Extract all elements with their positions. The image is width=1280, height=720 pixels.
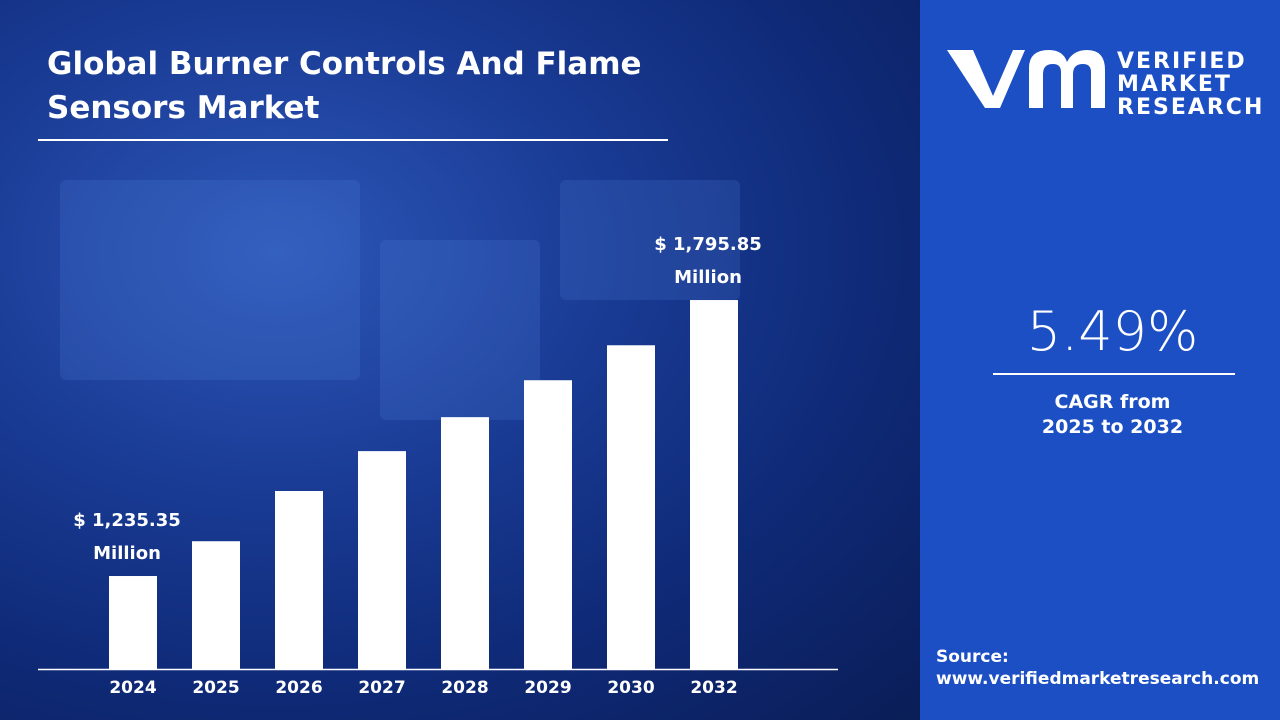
bar-2029 xyxy=(524,380,572,669)
background-decoration xyxy=(380,240,540,420)
bar-2030 xyxy=(607,345,655,669)
bar-2025 xyxy=(192,541,240,669)
svg-text:MARKET: MARKET xyxy=(1117,72,1232,97)
background-decoration xyxy=(60,180,360,380)
x-tick-label: 2028 xyxy=(441,678,488,698)
cagr-divider xyxy=(993,373,1235,375)
bar-2028 xyxy=(441,417,489,669)
cagr-label-line2: 2025 to 2032 xyxy=(1041,416,1184,438)
vmr-logo: VERIFIED MARKET RESEARCH xyxy=(945,38,1265,122)
info-panel: VERIFIED MARKET RESEARCH 5.49% CAGR from… xyxy=(920,0,1280,720)
data-label-unit: Million xyxy=(93,543,161,564)
bar-2026 xyxy=(275,491,323,669)
vmr-logo-mark: VERIFIED MARKET RESEARCH xyxy=(947,49,1264,120)
x-tick-label: 2030 xyxy=(607,678,654,698)
background-decoration xyxy=(560,180,740,300)
x-tick-label: 2027 xyxy=(358,678,405,698)
svg-text:VERIFIED: VERIFIED xyxy=(1117,49,1247,74)
bar-2032 xyxy=(690,300,738,669)
source-url: www.verifiedmarketresearch.com xyxy=(936,669,1260,689)
title-divider xyxy=(38,139,668,141)
cagr-label-line1: CAGR from xyxy=(1054,391,1171,413)
x-tick-label: 2026 xyxy=(275,678,322,698)
cagr-value: 5.49% xyxy=(1026,300,1199,363)
data-label: $ 1,795.85 xyxy=(654,234,762,255)
bar-2027 xyxy=(358,451,406,669)
x-tick-label: 2024 xyxy=(109,678,156,698)
source: Source: www.verifiedmarketresearch.com xyxy=(936,646,1259,690)
source-label: Source: xyxy=(936,647,1009,667)
data-label: $ 1,235.35 xyxy=(73,510,181,531)
data-label-unit: Million xyxy=(674,267,742,288)
bar-2024 xyxy=(109,576,157,669)
svg-text:RESEARCH: RESEARCH xyxy=(1117,95,1264,118)
x-tick-label: 2025 xyxy=(192,678,239,698)
cagr-label: CAGR from 2025 to 2032 xyxy=(920,390,1280,440)
x-tick-label: 2029 xyxy=(524,678,571,698)
chart-title: Global Burner Controls And Flame Sensors… xyxy=(47,46,642,126)
x-tick-label: 2032 xyxy=(690,678,737,698)
bar-chart: 2024 $ 1,235.35 Million 2025 2026 2027 2028 202… xyxy=(38,234,838,698)
chart-panel: Global Burner Controls And Flame Sensors… xyxy=(0,0,920,720)
